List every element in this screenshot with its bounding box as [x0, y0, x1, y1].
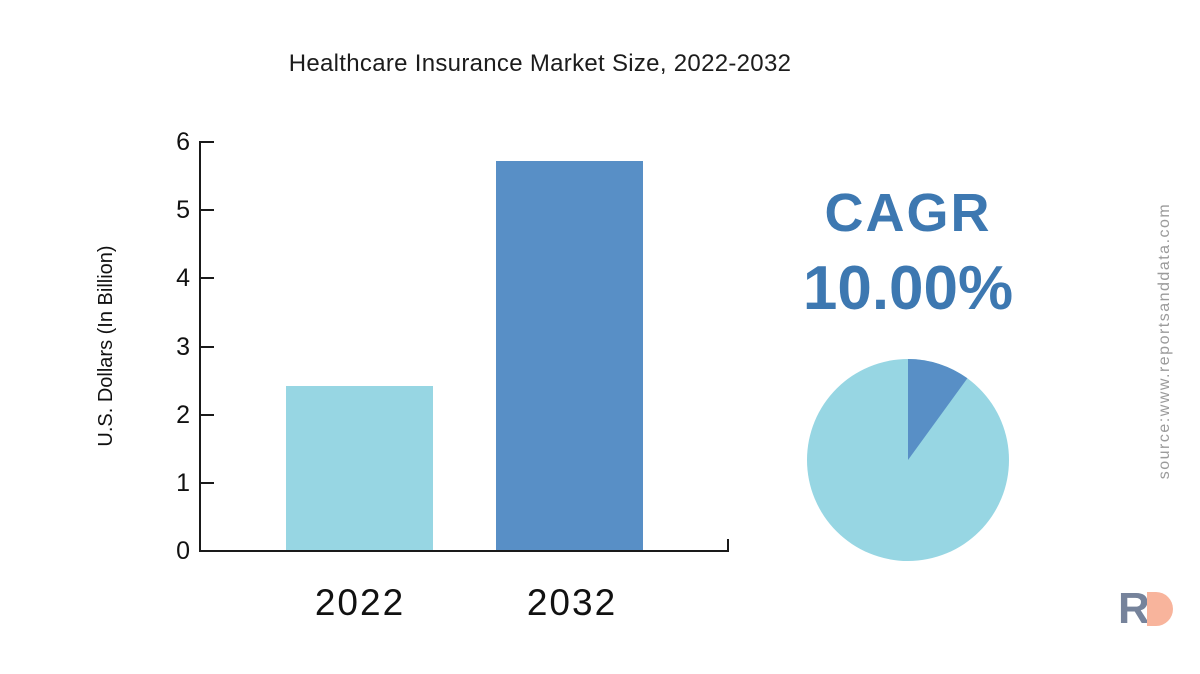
logo-letter-r: R — [1118, 584, 1150, 634]
y-axis-tick — [201, 481, 214, 484]
y-axis-tick — [201, 413, 214, 416]
chart-title: Healthcare Insurance Market Size, 2022-2… — [288, 50, 792, 77]
x-axis-category-label: 2032 — [526, 582, 618, 623]
y-axis-tick-label: 0 — [176, 537, 190, 565]
x-axis-category-label: 2022 — [314, 582, 406, 623]
pie-chart — [807, 359, 1009, 561]
y-axis-line — [199, 141, 201, 552]
cagr-label: CAGR — [824, 183, 992, 243]
source-attribution: source:www.reportsanddata.com — [1156, 202, 1173, 480]
y-axis-tick — [201, 141, 214, 143]
cagr-value: 10.00% — [802, 254, 1014, 323]
y-axis-title: U.S. Dollars (In Billion) — [95, 245, 117, 447]
pie-cagr-slice — [908, 359, 968, 460]
bar-2022 — [286, 386, 433, 550]
x-axis-end-tick — [727, 539, 729, 550]
brand-logo: R — [1118, 584, 1173, 634]
y-axis-tick-label: 6 — [176, 128, 190, 156]
y-axis-tick-label: 1 — [176, 468, 190, 497]
y-axis-tick-label: 5 — [176, 196, 190, 225]
y-axis-tick-label: 3 — [176, 332, 190, 361]
logo-letter-d-shape — [1146, 592, 1173, 626]
bar-2032 — [496, 161, 643, 550]
y-axis-tick — [201, 277, 214, 280]
y-axis-tick — [201, 345, 214, 348]
y-axis-tick-label: 2 — [176, 400, 190, 429]
y-axis-tick — [201, 209, 214, 212]
x-axis-line — [199, 550, 729, 552]
y-axis-tick-label: 4 — [176, 264, 190, 293]
